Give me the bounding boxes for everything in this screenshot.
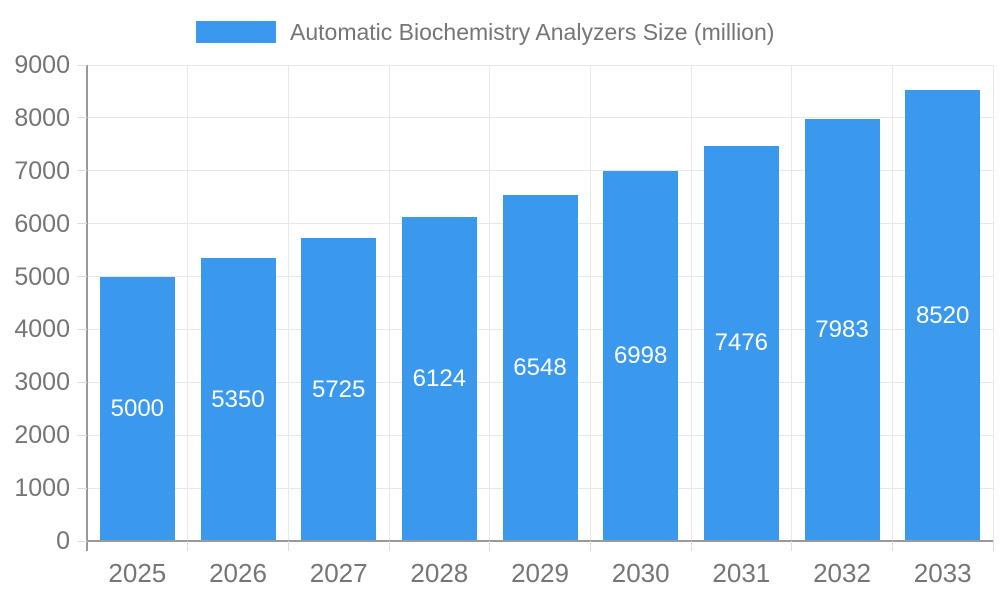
x-axis-tick [187,541,189,551]
y-axis-tick-label: 0 [56,527,70,555]
gridline-horizontal [87,117,993,119]
x-axis-tick [287,541,289,551]
y-axis-tick [77,276,87,278]
gridline-vertical [489,65,491,541]
bar: 7476 [703,145,779,541]
y-axis-tick [77,381,87,383]
x-axis-tick-label: 2032 [813,558,871,588]
bar: 5000 [99,276,175,541]
bar: 6548 [502,194,578,541]
y-axis-tick-label: 9000 [14,51,70,79]
x-axis-tick [690,541,692,551]
y-axis-tick-label: 1000 [14,474,70,503]
x-axis-line [87,540,993,542]
x-axis-tick-label: 2031 [712,558,771,588]
y-axis-tick [77,487,87,489]
x-axis-tick-label: 2033 [913,558,972,588]
bar-value-label: 6548 [513,353,567,381]
gridline-horizontal [87,170,993,172]
bar: 5725 [301,238,377,541]
bar: 6998 [603,170,679,541]
bar-value-label: 5350 [211,385,265,413]
gridline-vertical [287,65,289,541]
x-axis-tick [791,541,793,551]
bar-value-label: 6998 [613,341,668,369]
bar: 5350 [200,258,276,541]
bar-value-label: 6124 [412,365,467,393]
x-axis-tick [891,541,893,551]
gridline-vertical [589,65,591,541]
y-axis-tick-label: 6000 [14,209,70,238]
bar-value-label: 5725 [311,375,366,403]
x-axis-tick-label: 2028 [410,558,469,588]
x-axis-tick [589,541,591,551]
bar: 7983 [804,118,880,541]
gridline-vertical [891,65,893,541]
y-axis-tick [77,64,87,66]
legend-item[interactable]: Automatic Biochemistry Analyzers Size (m… [196,18,774,46]
gridline-vertical [992,65,994,541]
legend-swatch [196,21,276,43]
y-axis-tick-label: 3000 [14,368,70,397]
y-axis-tick [77,328,87,330]
y-axis-tick-label: 5000 [14,262,70,291]
y-axis-tick [77,540,87,542]
x-axis-tick-label: 2030 [611,558,670,588]
y-axis-tick [77,117,87,119]
bar: 8520 [905,90,981,541]
gridline-vertical [187,65,189,541]
x-axis-tick [992,541,994,551]
x-axis-tick [388,541,390,551]
bar-value-label: 7476 [714,329,769,357]
gridline-vertical [791,65,793,541]
x-axis-tick-label: 2027 [309,558,368,588]
y-axis-line [86,65,88,551]
plot-area: 5000 5350 5725 6124 6548 6998 7476 7983 8520 [87,64,994,541]
y-axis-tick-label: 2000 [14,421,70,450]
bar-value-label: 5000 [110,394,165,422]
x-axis-tick-label: 2029 [511,558,569,588]
gridline-vertical [690,65,692,541]
y-axis-tick [77,170,87,172]
gridline-horizontal [87,64,993,66]
bar: 6124 [401,217,477,541]
x-axis-tick [489,541,491,551]
y-axis-tick [77,223,87,225]
bar-value-label: 7983 [815,315,869,343]
x-axis-tick-label: 2026 [209,558,267,588]
bar-value-label: 8520 [915,301,970,329]
y-axis-tick-label: 4000 [14,315,70,344]
gridline-vertical [388,65,390,541]
y-axis-tick-label: 7000 [14,156,70,185]
x-axis-tick-label: 2025 [108,558,167,588]
legend-label: Automatic Biochemistry Analyzers Size (m… [290,19,775,45]
y-axis-tick-label: 8000 [14,103,70,132]
y-axis-tick [77,434,87,436]
